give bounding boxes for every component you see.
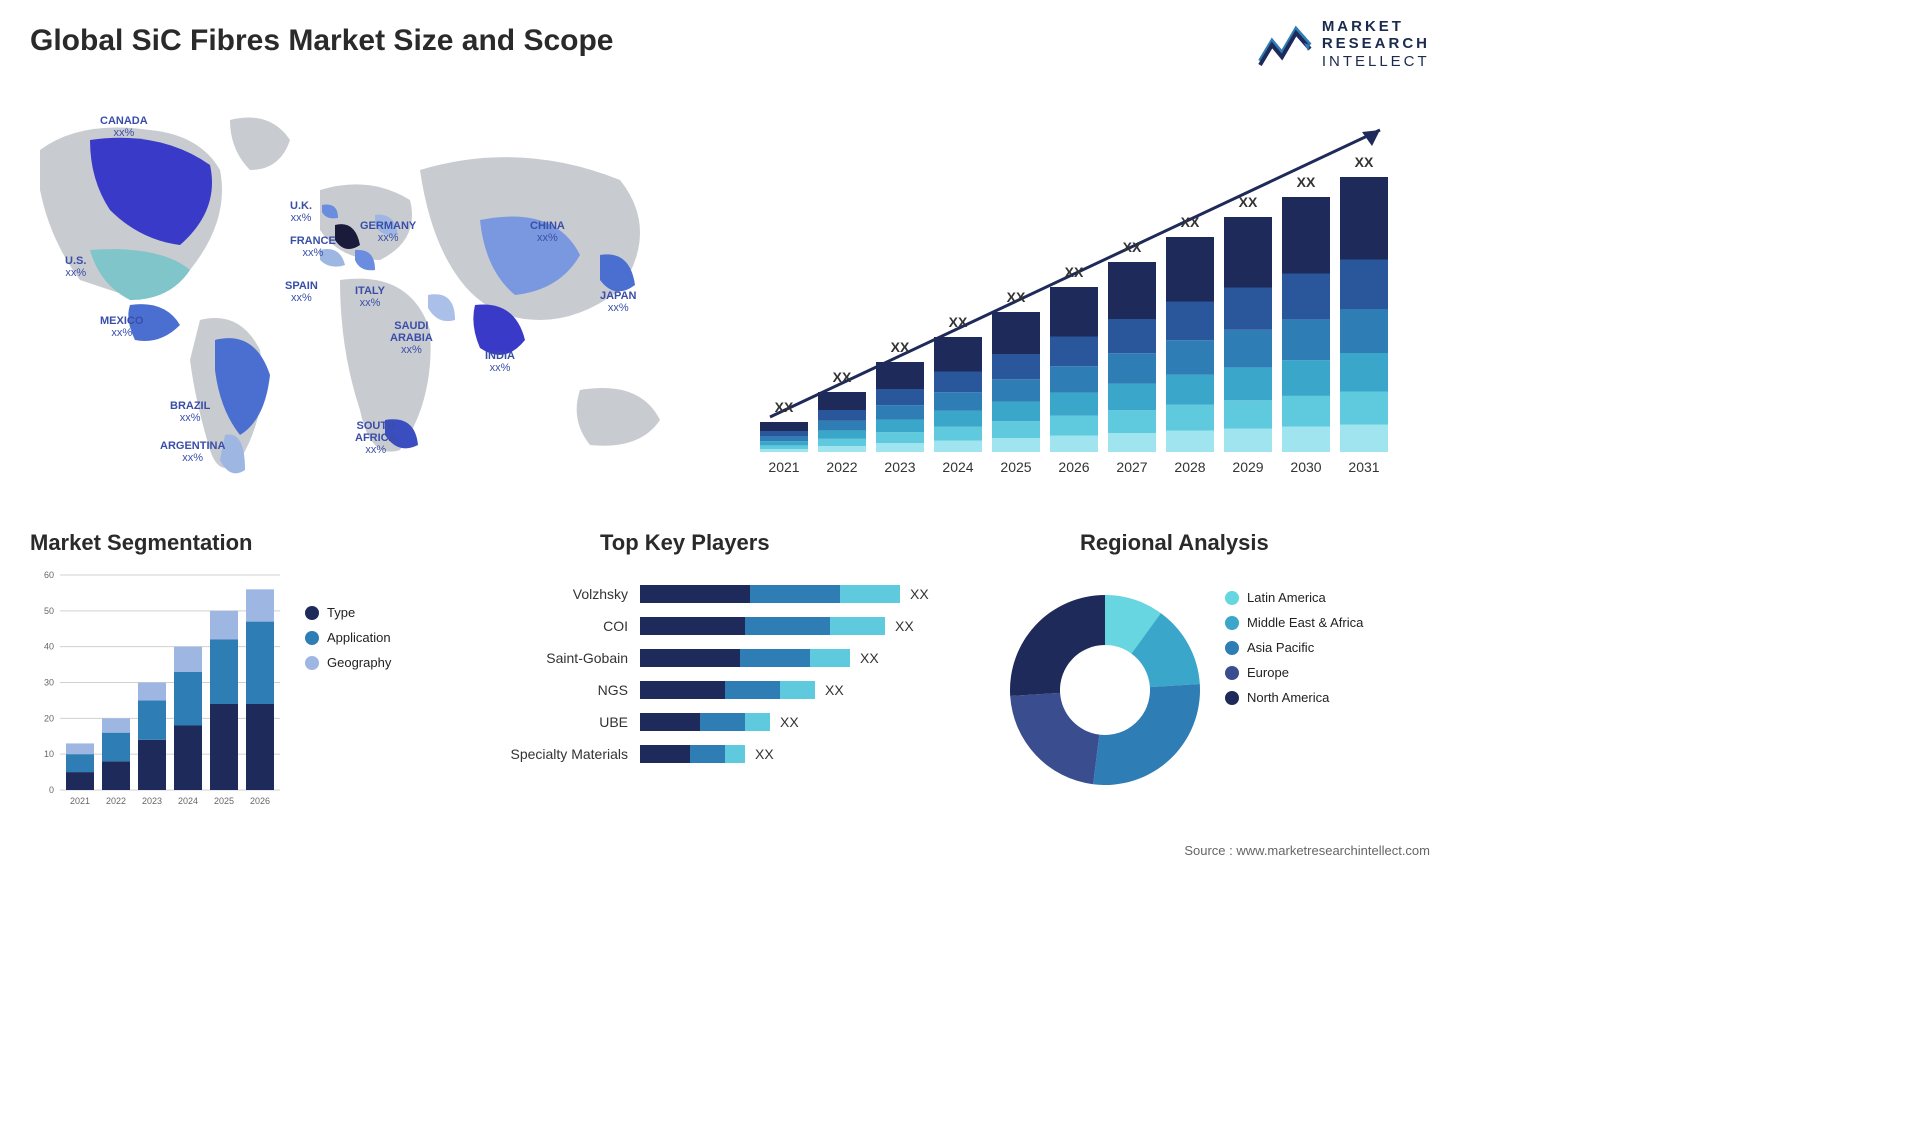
svg-text:2030: 2030 <box>1290 459 1321 475</box>
svg-text:2023: 2023 <box>884 459 915 475</box>
svg-text:2026: 2026 <box>250 796 270 806</box>
svg-text:2024: 2024 <box>178 796 198 806</box>
svg-text:20: 20 <box>44 713 54 723</box>
legend-item: Latin America <box>1225 590 1363 605</box>
svg-text:2022: 2022 <box>106 796 126 806</box>
logo-icon <box>1258 21 1312 67</box>
svg-text:2025: 2025 <box>1000 459 1031 475</box>
main-growth-chart: XX 2021 XX 2022 XX 2023 XX 2024 XX 2025 XX 2026 XX 20… <box>740 90 1420 490</box>
legend-item: Geography <box>305 655 391 670</box>
source-text: Source : www.marketresearchintellect.com <box>1184 843 1430 858</box>
svg-text:XX: XX <box>1123 239 1142 255</box>
svg-text:XX: XX <box>775 399 794 415</box>
world-map: CANADAxx% U.S.xx% MEXICOxx% BRAZILxx% ARGENT… <box>20 90 710 490</box>
svg-text:XX: XX <box>1181 214 1200 230</box>
svg-text:XX: XX <box>1065 264 1084 280</box>
map-label: BRAZILxx% <box>170 400 210 424</box>
logo-line3: INTELLECT <box>1322 53 1430 70</box>
svg-text:2023: 2023 <box>142 796 162 806</box>
player-row: Specialty MaterialsXX <box>500 743 960 765</box>
map-label: U.S.xx% <box>65 255 86 279</box>
svg-text:2028: 2028 <box>1174 459 1205 475</box>
svg-text:30: 30 <box>44 678 54 688</box>
player-row: Saint-GobainXX <box>500 647 960 669</box>
regional-title: Regional Analysis <box>1080 530 1269 556</box>
svg-text:10: 10 <box>44 749 54 759</box>
map-label: SPAINxx% <box>285 280 318 304</box>
svg-text:0: 0 <box>49 785 54 795</box>
legend-item: Application <box>305 630 391 645</box>
svg-text:XX: XX <box>949 314 968 330</box>
map-label: CHINAxx% <box>530 220 565 244</box>
svg-text:XX: XX <box>891 339 910 355</box>
player-row: UBEXX <box>500 711 960 733</box>
map-label: INDIAxx% <box>485 350 515 374</box>
legend-item: North America <box>1225 690 1363 705</box>
svg-text:XX: XX <box>1297 174 1316 190</box>
segmentation-title: Market Segmentation <box>30 530 253 556</box>
svg-text:40: 40 <box>44 642 54 652</box>
svg-text:2024: 2024 <box>942 459 973 475</box>
svg-text:2027: 2027 <box>1116 459 1147 475</box>
svg-text:XX: XX <box>1007 289 1026 305</box>
svg-text:2021: 2021 <box>768 459 799 475</box>
svg-text:2021: 2021 <box>70 796 90 806</box>
segmentation-chart: 0 10 20 30 40 50 60 2021 2022 2023 2024 2025 2026 Ty… <box>30 565 460 825</box>
brand-logo: MARKET RESEARCH INTELLECT <box>1258 18 1430 70</box>
svg-text:60: 60 <box>44 570 54 580</box>
map-label: ITALYxx% <box>355 285 385 309</box>
map-label: FRANCExx% <box>290 235 336 259</box>
svg-text:2029: 2029 <box>1232 459 1263 475</box>
map-label: GERMANYxx% <box>360 220 416 244</box>
key-players-chart: VolzhskyXX COIXX Saint-GobainXX NGSXX UBEXX S… <box>500 565 960 825</box>
legend-item: Asia Pacific <box>1225 640 1363 655</box>
svg-text:50: 50 <box>44 606 54 616</box>
legend-item: Middle East & Africa <box>1225 615 1363 630</box>
page-title: Global SiC Fibres Market Size and Scope <box>30 24 614 58</box>
map-label: SOUTHAFRICAxx% <box>355 420 397 456</box>
players-title: Top Key Players <box>600 530 770 556</box>
map-label: ARGENTINAxx% <box>160 440 225 464</box>
svg-text:2031: 2031 <box>1348 459 1379 475</box>
player-row: NGSXX <box>500 679 960 701</box>
regional-donut: Latin America Middle East & Africa Asia Pa… <box>990 565 1430 825</box>
map-label: CANADAxx% <box>100 115 148 139</box>
player-row: COIXX <box>500 615 960 637</box>
map-label: MEXICOxx% <box>100 315 143 339</box>
map-label: JAPANxx% <box>600 290 636 314</box>
legend-item: Europe <box>1225 665 1363 680</box>
svg-text:2026: 2026 <box>1058 459 1089 475</box>
map-label: SAUDIARABIAxx% <box>390 320 433 356</box>
svg-text:XX: XX <box>1355 154 1374 170</box>
svg-text:XX: XX <box>833 369 852 385</box>
svg-text:2025: 2025 <box>214 796 234 806</box>
svg-text:XX: XX <box>1239 194 1258 210</box>
map-label: U.K.xx% <box>290 200 312 224</box>
player-row: VolzhskyXX <box>500 583 960 605</box>
legend-item: Type <box>305 605 391 620</box>
svg-text:2022: 2022 <box>826 459 857 475</box>
logo-line2: RESEARCH <box>1322 35 1430 52</box>
logo-line1: MARKET <box>1322 18 1430 35</box>
